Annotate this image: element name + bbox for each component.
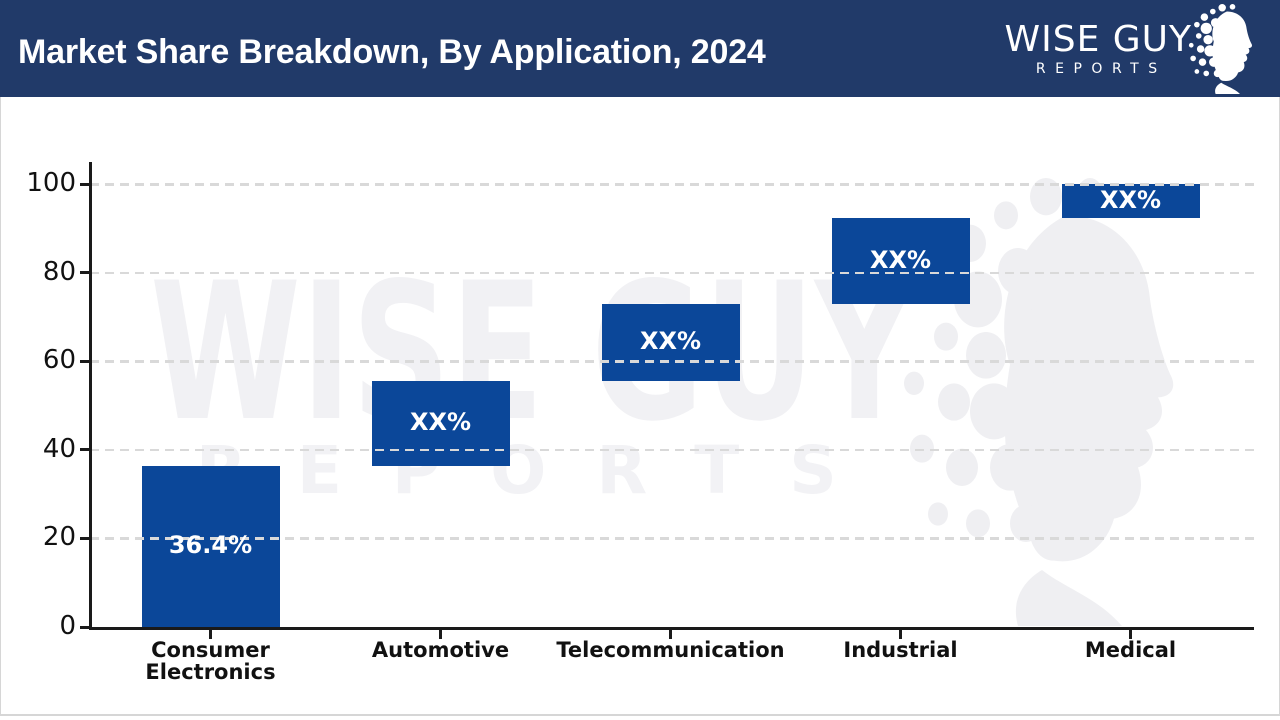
- bar-industrial: [831, 218, 970, 304]
- x-tick: [1129, 630, 1132, 639]
- bar-consumer-electronics: [141, 465, 280, 627]
- watermark-head-graphic: [904, 178, 1174, 626]
- y-tick: [80, 625, 90, 629]
- category-label: Automotive: [371, 638, 510, 662]
- brand-name: WISE GUY: [1004, 18, 1192, 60]
- page-title: Market Share Breakdown, By Application, …: [18, 33, 766, 71]
- y-tick: [80, 359, 90, 363]
- bar-value-label: 36.4%: [168, 531, 253, 560]
- x-tick: [439, 630, 442, 639]
- y-axis-line: [89, 162, 92, 630]
- gridline-40: [90, 448, 1254, 452]
- brand-logo-text: WISE GUY REPORTS: [1004, 18, 1193, 77]
- gridline-20: [90, 537, 1254, 540]
- y-tick: [80, 271, 90, 275]
- y-tick-label: 20: [42, 522, 76, 553]
- bar-value-label: XX%: [1099, 186, 1162, 215]
- y-tick-label: 0: [59, 611, 76, 641]
- x-axis-line: [89, 627, 1254, 630]
- category-label: Industrial: [843, 638, 958, 662]
- brand-logo: WISE GUY REPORTS: [1005, 0, 1273, 97]
- y-tick-label: 40: [42, 433, 76, 464]
- header-bar: Market Share Breakdown, By Application, …: [0, 0, 1280, 97]
- y-tick-label: 100: [26, 168, 76, 198]
- gridline-80: [90, 271, 1254, 275]
- gridline-100: [90, 183, 1254, 186]
- wiseguy-head-icon: [1188, 3, 1253, 94]
- bar-value-label: XX%: [409, 408, 472, 437]
- category-label: Telecommunication: [556, 638, 785, 662]
- x-tick: [669, 630, 672, 639]
- bar-automotive: [371, 381, 510, 466]
- category-label: Consumer Electronics: [145, 638, 276, 684]
- category-label: Medical: [1084, 638, 1177, 662]
- brand-subtitle: REPORTS: [1035, 60, 1167, 77]
- gridline-60: [90, 360, 1254, 363]
- bar-telecommunication: [601, 303, 740, 382]
- y-tick-label: 80: [42, 256, 76, 287]
- x-tick: [209, 630, 212, 639]
- x-tick: [899, 630, 902, 639]
- bar-value-label: XX%: [869, 245, 932, 274]
- y-tick: [80, 182, 90, 186]
- y-tick: [80, 448, 90, 452]
- bar-medical: [1061, 184, 1200, 219]
- bar-value-label: XX%: [639, 327, 702, 356]
- y-tick: [80, 536, 90, 540]
- watermark-subtitle-text: REPORTS: [196, 432, 887, 509]
- watermark-brand-text: WISE GUY: [150, 242, 914, 463]
- y-tick-label: 60: [42, 345, 76, 376]
